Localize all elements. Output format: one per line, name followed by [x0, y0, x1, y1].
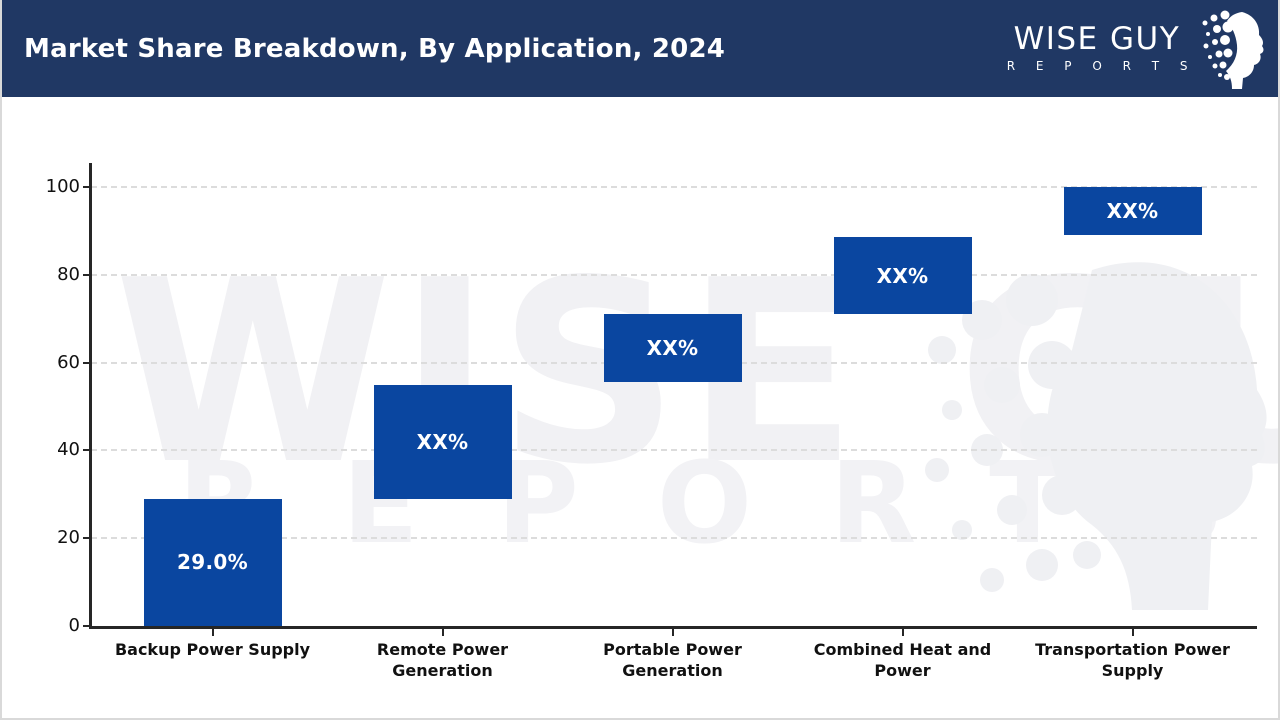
x-category-label: Portable Power Generation	[603, 640, 742, 680]
y-tick-label: 40	[57, 439, 80, 461]
header-bar: Market Share Breakdown, By Application, …	[2, 0, 1278, 97]
logo-text: WISE GUY R E P O R T S	[998, 21, 1196, 74]
y-tick-mark-icon	[83, 273, 91, 276]
x-category-label: Transportation Power Supply	[1035, 640, 1230, 680]
bar-value-label: 29.0%	[177, 550, 248, 575]
bar: XX%	[373, 384, 512, 499]
y-tick-mark-icon	[83, 361, 91, 364]
x-tick-mark-icon	[211, 628, 214, 636]
bar-value-label: XX%	[646, 336, 699, 361]
x-axis-line	[89, 626, 1257, 629]
y-tick-label: 20	[57, 527, 80, 549]
x-tick-mark-icon	[901, 628, 904, 636]
y-axis-line	[89, 163, 92, 629]
wise-guy-reports-logo: WISE GUY R E P O R T S	[998, 9, 1278, 89]
x-category-label: Combined Heat and Power	[813, 640, 992, 680]
logo-subtitle: R E P O R T S	[1006, 59, 1196, 73]
logo-head-icon	[1202, 10, 1264, 89]
bar-value-label: XX%	[416, 429, 469, 454]
y-tick-label: 60	[57, 351, 80, 373]
y-tick-label: 100	[45, 176, 80, 197]
bar-value-label: XX%	[1106, 199, 1159, 224]
x-category-label: Backup Power Supply	[114, 640, 311, 659]
y-tick-label: 80	[57, 263, 80, 285]
bar: XX%	[833, 237, 972, 315]
y-tick-label: 0	[68, 615, 80, 636]
y-tick-mark-icon	[83, 625, 91, 627]
gridline	[91, 537, 1257, 540]
y-tick-mark-icon	[83, 449, 91, 452]
x-tick-mark-icon	[1131, 628, 1134, 636]
watermark-head-icon	[925, 262, 1267, 610]
x-category-label: Remote Power Generation	[376, 640, 509, 680]
gridline	[91, 186, 1257, 188]
bar: XX%	[1063, 187, 1202, 236]
y-tick-mark-icon	[83, 537, 91, 540]
bar: XX%	[603, 314, 742, 383]
x-tick-mark-icon	[441, 628, 444, 636]
page-title: Market Share Breakdown, By Application, …	[24, 33, 726, 64]
gridline	[91, 273, 1257, 276]
bar: 29.0%	[143, 498, 282, 626]
gridline	[91, 449, 1257, 452]
bar-value-label: XX%	[876, 263, 929, 288]
y-tick-mark-icon	[83, 186, 91, 188]
x-tick-mark-icon	[671, 628, 674, 636]
logo-wordmark: WISE GUY	[1013, 21, 1181, 57]
